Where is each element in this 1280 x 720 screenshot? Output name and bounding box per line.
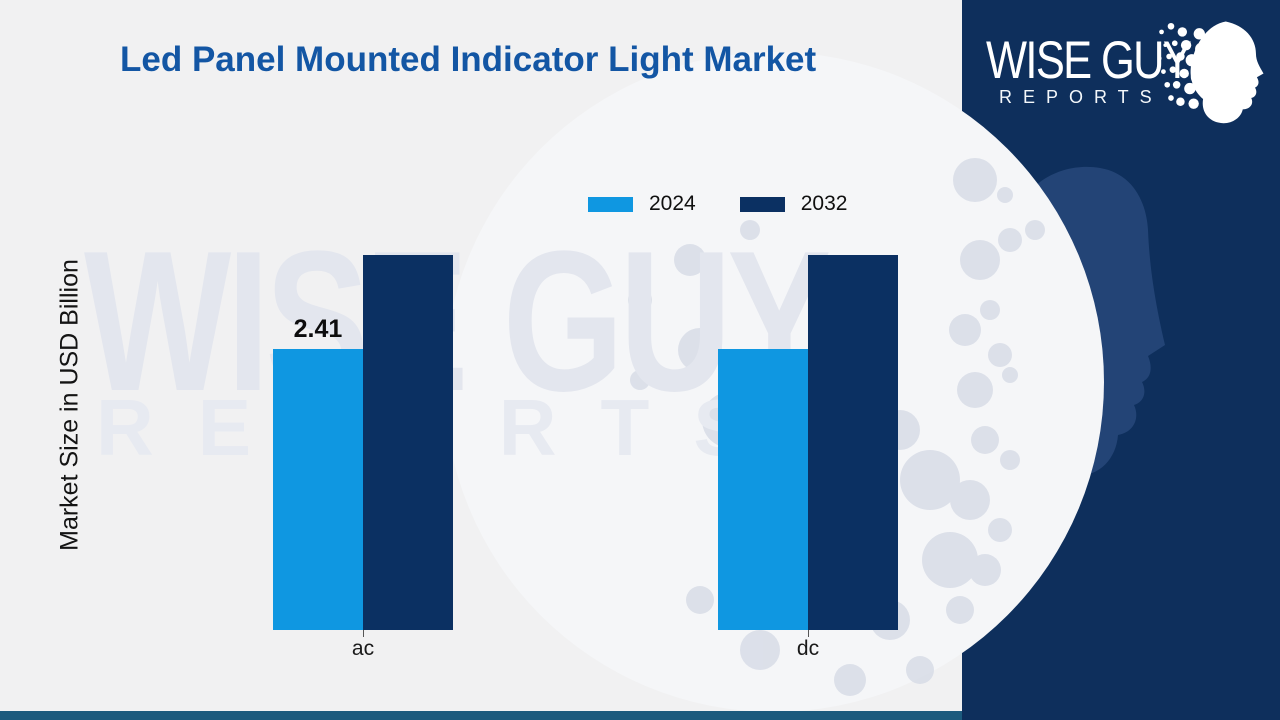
bottom-accent-strip: [0, 711, 962, 720]
x-axis-tick: [363, 630, 364, 637]
bar-2032-ac: [363, 255, 453, 630]
bar-2024-dc: [718, 349, 808, 630]
x-axis-label-ac: ac: [351, 637, 375, 660]
bar-2032-dc: [808, 255, 898, 630]
x-axis-tick: [808, 630, 809, 637]
brand-tagline-text: REPORTS: [999, 87, 1163, 107]
bar-2024-ac: 2.41: [273, 315, 363, 630]
brand-logo: WISE GUY REPORTS: [962, 0, 1280, 150]
brand-face-icon: [1157, 21, 1264, 124]
x-axis-label-dc: dc: [796, 637, 820, 660]
bar-value-label: 2.41: [293, 315, 343, 343]
bar-group-ac: 2.41: [273, 255, 453, 630]
bar-group-dc: [718, 255, 898, 630]
